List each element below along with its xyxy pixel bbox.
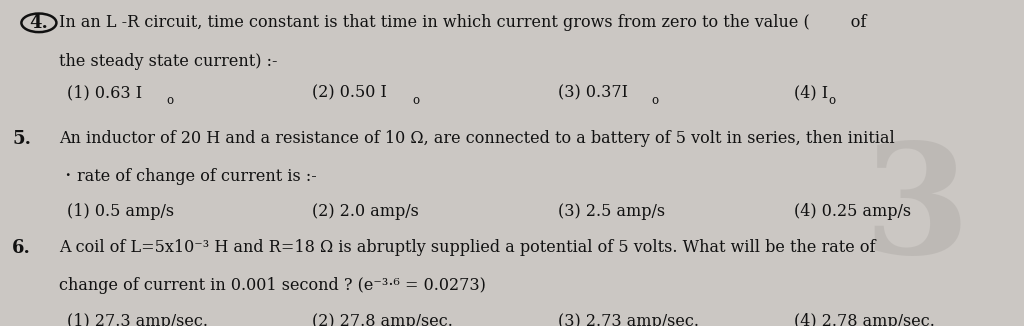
Text: (3) 2.73 amp/sec.: (3) 2.73 amp/sec.	[558, 313, 699, 326]
Text: (1) 27.3 amp/sec.: (1) 27.3 amp/sec.	[67, 313, 208, 326]
Text: ·: ·	[65, 167, 71, 185]
Text: (4) 0.25 amp/s: (4) 0.25 amp/s	[794, 203, 910, 220]
Text: o: o	[828, 94, 836, 107]
Text: (1) 0.63 I: (1) 0.63 I	[67, 85, 141, 102]
Text: o: o	[651, 94, 658, 107]
Text: o: o	[166, 94, 173, 107]
Text: (1) 0.5 amp/s: (1) 0.5 amp/s	[67, 203, 174, 220]
Text: rate of change of current is :-: rate of change of current is :-	[77, 168, 316, 185]
Text: (2) 0.50 I: (2) 0.50 I	[312, 85, 387, 102]
Text: An inductor of 20 H and a resistance of 10 Ω, are connected to a battery of 5 vo: An inductor of 20 H and a resistance of …	[59, 130, 895, 147]
Text: In an L -R circuit, time constant is that time in which current grows from zero : In an L -R circuit, time constant is tha…	[59, 14, 866, 31]
Text: o: o	[413, 94, 420, 107]
Text: (4) 2.78 amp/sec.: (4) 2.78 amp/sec.	[794, 313, 935, 326]
Text: (3) 0.37I: (3) 0.37I	[558, 85, 628, 102]
Text: change of current in 0.001 second ? (e⁻³·⁶ = 0.0273): change of current in 0.001 second ? (e⁻³…	[59, 277, 486, 294]
Text: (2) 2.0 amp/s: (2) 2.0 amp/s	[312, 203, 419, 220]
Text: 6.: 6.	[12, 239, 31, 257]
Text: 3: 3	[863, 137, 970, 287]
Text: 5.: 5.	[12, 129, 32, 148]
Text: (3) 2.5 amp/s: (3) 2.5 amp/s	[558, 203, 666, 220]
Text: 4.: 4.	[30, 14, 48, 32]
Text: (4) I: (4) I	[794, 85, 827, 102]
Text: (2) 27.8 amp/sec.: (2) 27.8 amp/sec.	[312, 313, 454, 326]
Text: the steady state current) :-: the steady state current) :-	[59, 53, 278, 70]
Text: A coil of L=5x10⁻³ H and R=18 Ω is abruptly supplied a potential of 5 volts. Wha: A coil of L=5x10⁻³ H and R=18 Ω is abrup…	[59, 239, 876, 256]
